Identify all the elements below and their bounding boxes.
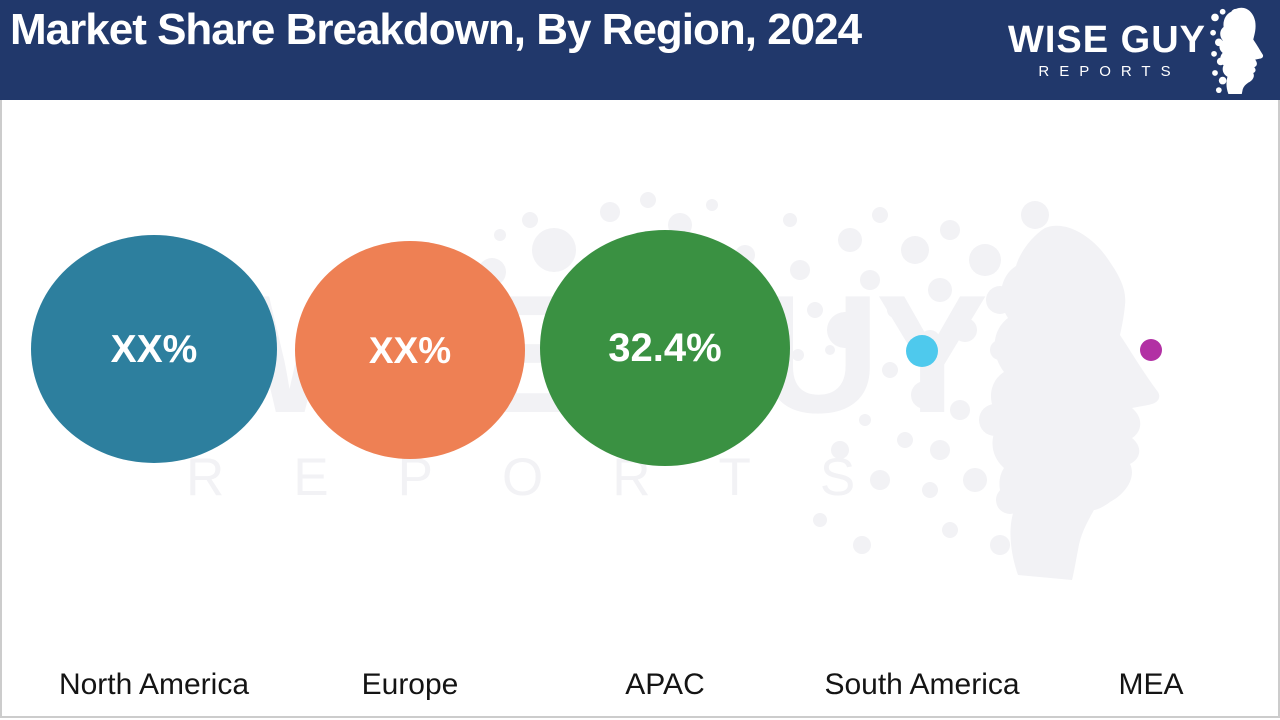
bubble-europe: XX% — [295, 241, 525, 459]
category-label-north-america: North America — [58, 668, 250, 701]
category-labels: North America Europe APAC South America MEA — [0, 668, 1280, 708]
bubble-south-america — [906, 335, 938, 367]
category-label-mea: MEA — [1118, 668, 1184, 701]
category-label-south-america: South America — [824, 668, 1020, 701]
category-label-europe: Europe — [361, 668, 459, 701]
bubble-north-america: XX% — [31, 235, 277, 463]
bubble-value-label: XX% — [368, 329, 452, 371]
watermark-head-icon — [413, 192, 1160, 580]
watermark-reports-text: REPORTS — [186, 448, 925, 507]
bubble-mea — [1140, 339, 1162, 361]
bubble-value-label: 32.4% — [608, 326, 722, 370]
page-title: Market Share Breakdown, By Region, 2024 — [10, 5, 862, 54]
bubble-value-label: XX% — [110, 327, 198, 371]
bubble-apac: 32.4% — [540, 230, 790, 466]
logo-wordmark: WISE GUY — [1007, 19, 1206, 61]
category-label-apac: APAC — [625, 668, 705, 701]
wiseguy-logo: WISE GUY REPORTS — [1008, 4, 1266, 96]
logo-head-icon — [1210, 7, 1264, 94]
logo-reports-text: REPORTS — [1038, 63, 1181, 80]
logo-text: WISE GUY REPORTS — [1008, 21, 1206, 79]
header: Market Share Breakdown, By Region, 2024 … — [0, 0, 1280, 100]
